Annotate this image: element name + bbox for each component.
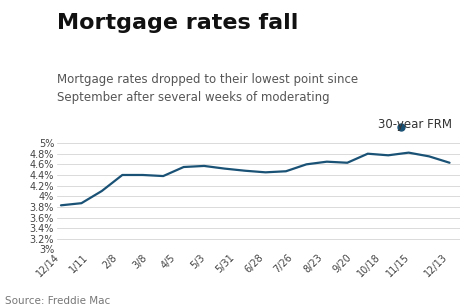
Text: Mortgage rates fall: Mortgage rates fall: [57, 13, 298, 33]
Text: 30-year FRM: 30-year FRM: [378, 118, 452, 131]
Text: Mortgage rates dropped to their lowest point since
September after several weeks: Mortgage rates dropped to their lowest p…: [57, 74, 358, 104]
Text: Source: Freddie Mac: Source: Freddie Mac: [5, 297, 110, 306]
